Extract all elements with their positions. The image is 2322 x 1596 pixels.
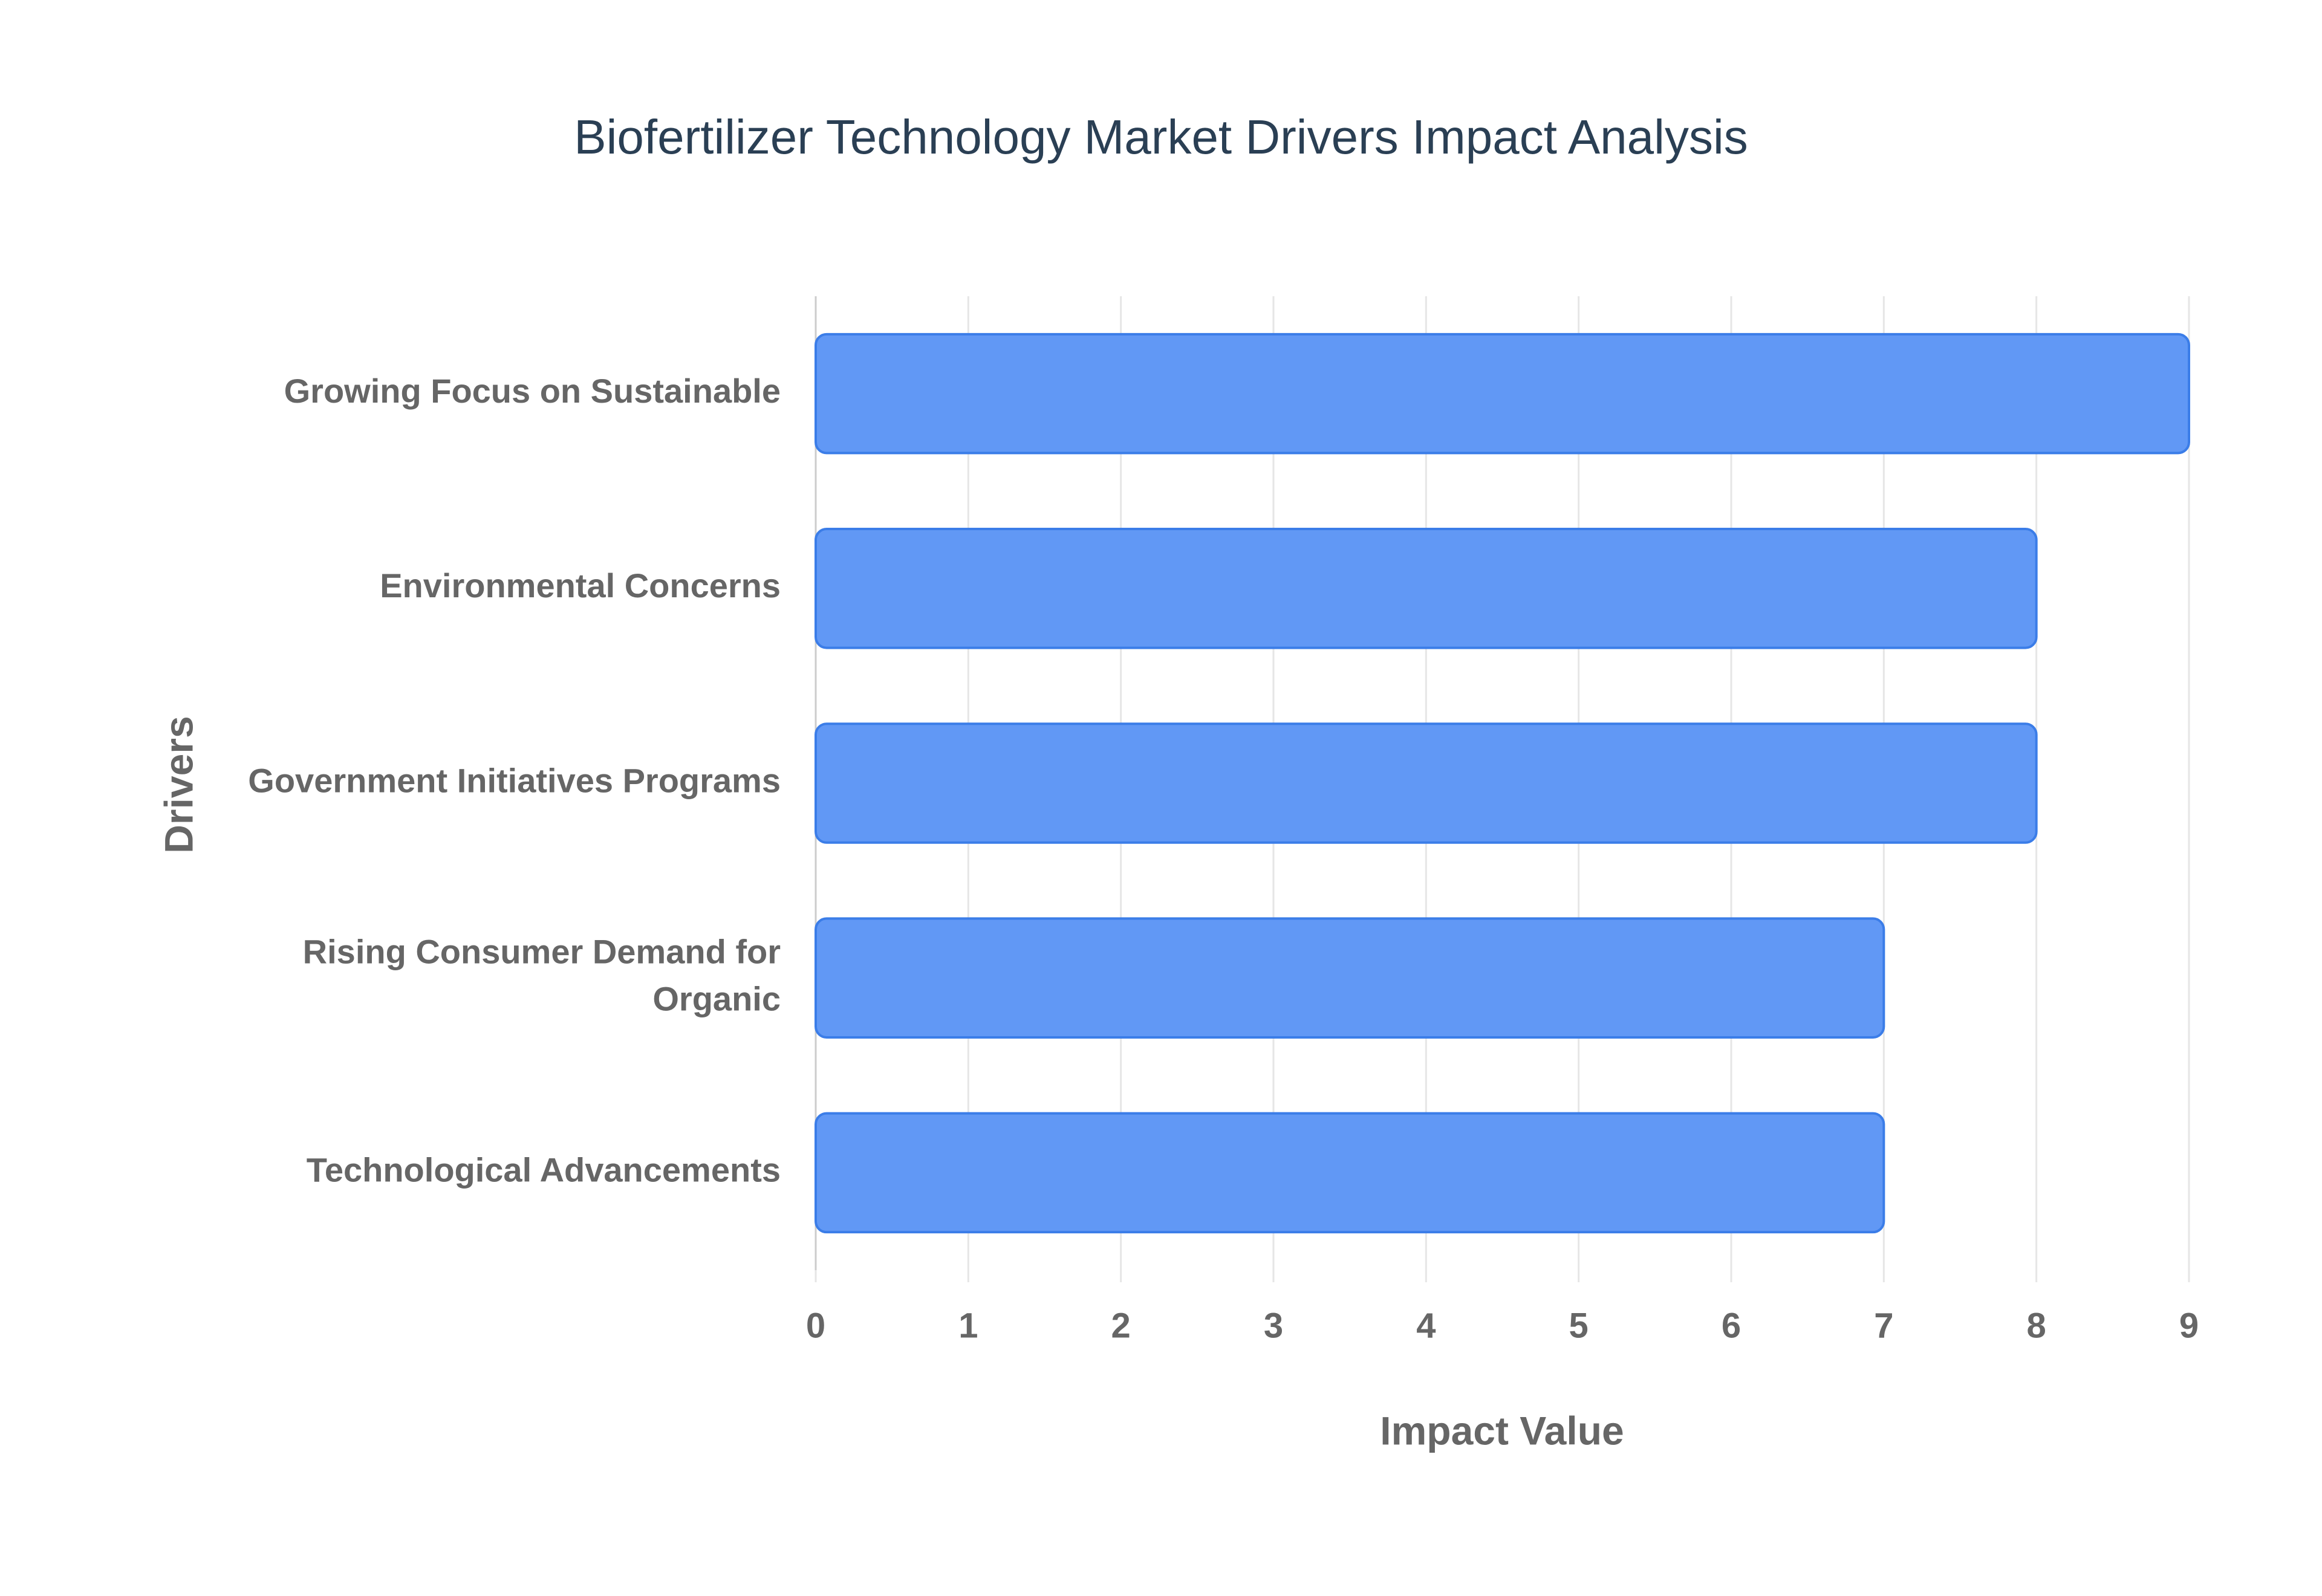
bar [815, 528, 2038, 649]
bar [815, 917, 1885, 1039]
x-tick-label: 4 [1416, 1306, 1436, 1345]
x-tick-label: 2 [1111, 1306, 1131, 1345]
x-tick-label: 1 [958, 1306, 978, 1345]
x-tick-label: 8 [2027, 1306, 2046, 1345]
x-tick-label: 7 [1874, 1306, 1893, 1345]
y-tick-label: Growing Focus on Sustainable [284, 372, 781, 410]
x-tick-label: 5 [1569, 1306, 1589, 1345]
y-tick-label: Government Initiatives Programs [248, 761, 781, 799]
x-tick-label: 3 [1264, 1306, 1283, 1345]
y-tick-label: Rising Consumer Demand for Organic [303, 932, 781, 1017]
bar [815, 1112, 1885, 1234]
y-tick-label: Environmental Concerns [380, 566, 781, 605]
bar [815, 332, 2190, 455]
x-tick-label: 6 [1722, 1306, 1741, 1345]
x-tick-label: 9 [2179, 1306, 2199, 1345]
y-tick-label: Technological Advancements [307, 1151, 781, 1189]
bar [815, 722, 2038, 844]
x-tick-label: 0 [806, 1306, 825, 1345]
x-axis-title: Impact Value [1380, 1408, 1624, 1453]
y-axis-title: Drivers [156, 716, 201, 854]
chart-title: Biofertilizer Technology Market Drivers … [574, 110, 1748, 164]
